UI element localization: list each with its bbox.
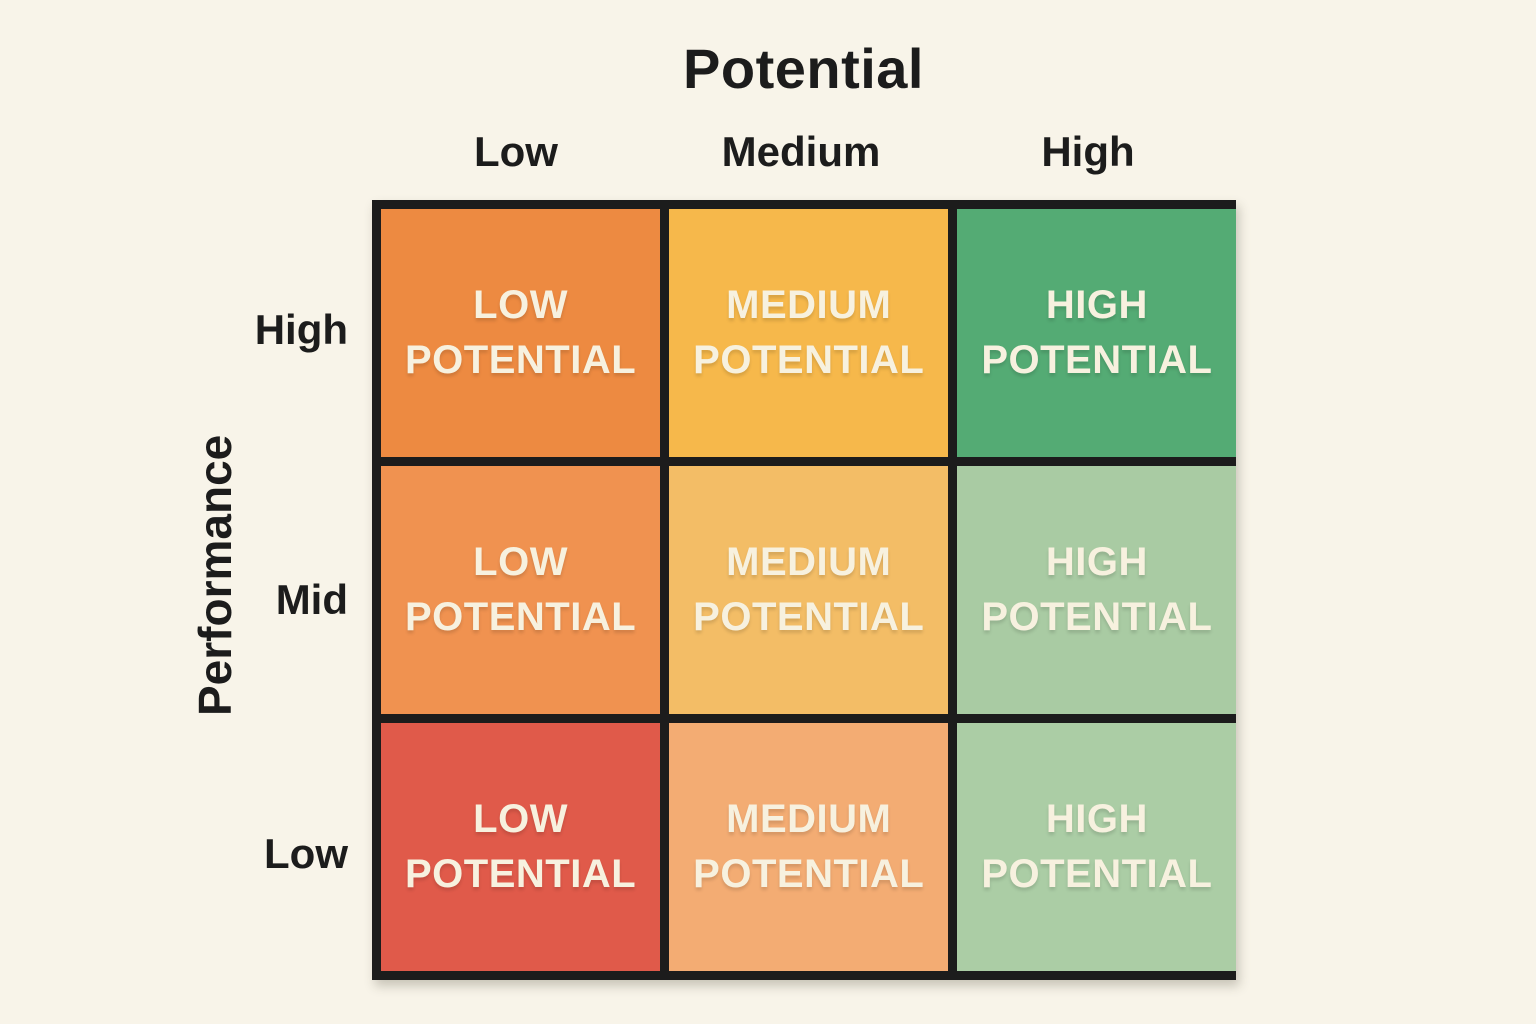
cell-label: MEDIUM POTENTIAL xyxy=(693,796,925,896)
matrix-cell-mid-perf-low-potential: LOW POTENTIAL xyxy=(381,466,661,714)
matrix-cell-high-perf-low-potential: LOW POTENTIAL xyxy=(381,209,661,457)
nine-box-matrix: LOW POTENTIAL MEDIUM POTENTIAL HIGH POTE… xyxy=(372,200,1237,980)
cell-label: MEDIUM POTENTIAL xyxy=(693,282,925,382)
y-axis-title: Performance xyxy=(189,434,241,716)
cell-label: MEDIUM POTENTIAL xyxy=(693,539,925,639)
matrix-cell-low-perf-high-potential: HIGH POTENTIAL xyxy=(957,723,1237,971)
column-label-low: Low xyxy=(474,128,558,175)
x-axis-title: Potential xyxy=(683,37,924,100)
cell-label: LOW POTENTIAL xyxy=(405,539,637,639)
matrix-cell-low-perf-low-potential: LOW POTENTIAL xyxy=(381,723,661,971)
cell-label: HIGH POTENTIAL xyxy=(981,282,1213,382)
cell-label: LOW POTENTIAL xyxy=(405,796,637,896)
matrix-cell-mid-perf-high-potential: HIGH POTENTIAL xyxy=(957,466,1237,714)
matrix-cell-high-perf-high-potential: HIGH POTENTIAL xyxy=(957,209,1237,457)
row-label-high: High xyxy=(254,306,348,353)
matrix-cell-mid-perf-medium-potential: MEDIUM POTENTIAL xyxy=(669,466,949,714)
cell-label: HIGH POTENTIAL xyxy=(981,539,1213,639)
matrix-cell-high-perf-medium-potential: MEDIUM POTENTIAL xyxy=(669,209,949,457)
matrix-cell-low-perf-medium-potential: MEDIUM POTENTIAL xyxy=(669,723,949,971)
cell-label: LOW POTENTIAL xyxy=(405,282,637,382)
column-label-medium: Medium xyxy=(721,128,881,175)
row-label-mid: Mid xyxy=(275,576,348,623)
row-label-low: Low xyxy=(264,830,348,877)
cell-label: HIGH POTENTIAL xyxy=(981,796,1213,896)
column-label-high: High xyxy=(1041,128,1135,175)
